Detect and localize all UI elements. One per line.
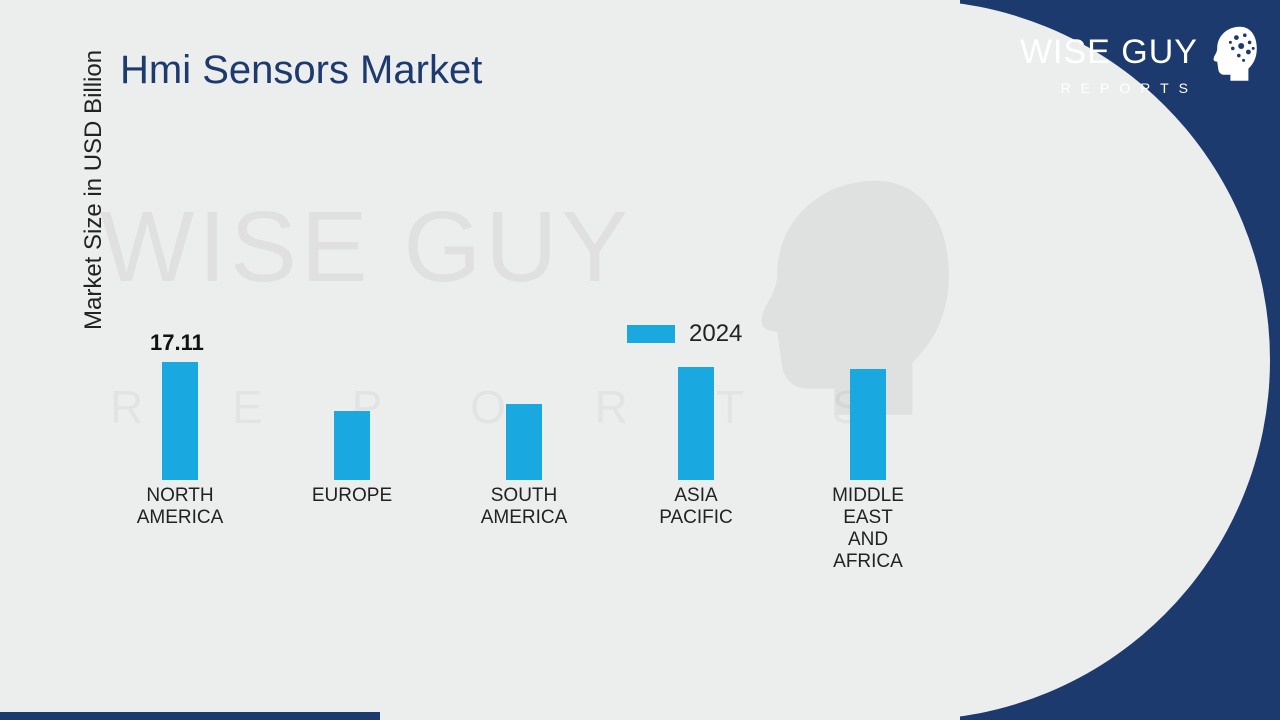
plot-area: NORTHAMERICA17.11EUROPESOUTHAMERICAASIAP… [100, 150, 1000, 480]
legend-label: 2024 [689, 320, 742, 348]
brand-block: WISE GUY REPORTS [964, 22, 1264, 96]
bar-mea [850, 369, 886, 480]
bar-label-eu: EUROPE [282, 485, 422, 507]
bar-ap [678, 367, 714, 480]
bar-eu [334, 411, 370, 480]
bottom-strip [0, 712, 380, 720]
bar-value-na: 17.11 [150, 330, 204, 356]
brand-line1-row: WISE GUY [964, 22, 1264, 82]
bar-na [162, 362, 198, 480]
chart-title: Hmi Sensors Market [120, 48, 482, 93]
brand-head-icon [1204, 22, 1264, 82]
legend-swatch [627, 325, 675, 343]
bar-label-na: NORTHAMERICA [110, 485, 250, 529]
bar-sa [506, 404, 542, 480]
chart-canvas: WISE GUY R E P O R T S WISE GUY REPORTS … [0, 0, 1280, 720]
brand-line1: WISE GUY [1020, 33, 1198, 72]
bar-label-mea: MIDDLEEASTANDAFRICA [798, 485, 938, 572]
legend: 2024 [627, 320, 742, 348]
bar-label-sa: SOUTHAMERICA [454, 485, 594, 529]
brand-line2: REPORTS [964, 80, 1198, 96]
bar-label-ap: ASIAPACIFIC [626, 485, 766, 529]
